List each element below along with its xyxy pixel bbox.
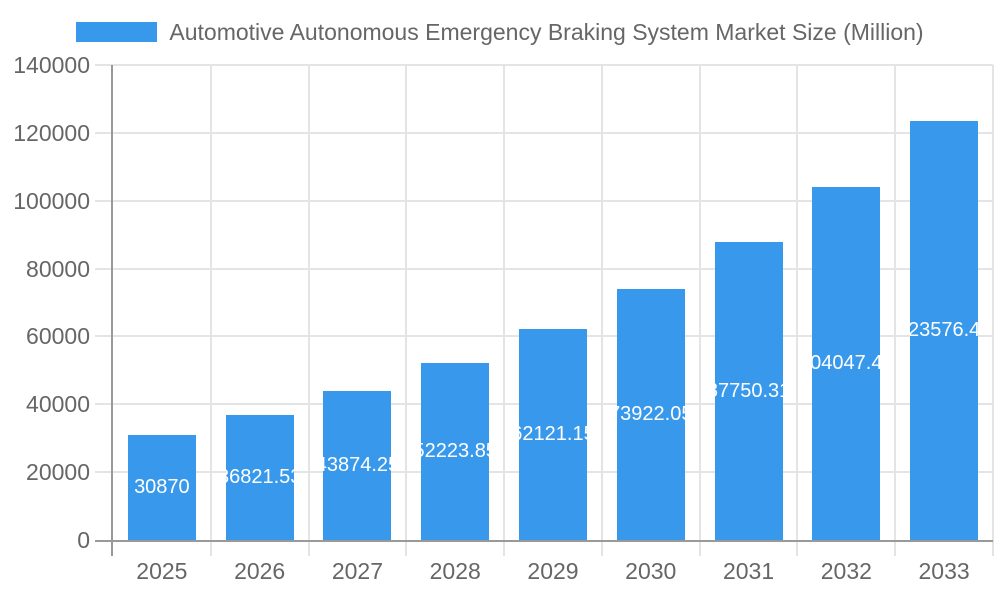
- bar-2030[interactable]: 73922.05: [616, 289, 685, 540]
- y-gridline: [95, 64, 993, 66]
- x-gridline: [503, 65, 506, 556]
- y-axis-tick-label: 140000: [13, 52, 90, 78]
- x-axis-tick-label: 2028: [429, 558, 481, 584]
- x-gridline: [894, 65, 897, 556]
- bar-2027[interactable]: 43874.25: [323, 391, 392, 540]
- bar-value-label: 62121.15: [519, 423, 587, 445]
- x-axis-tick-label: 2030: [625, 558, 677, 584]
- bar-value-label: 73922.05: [617, 403, 685, 425]
- x-axis-tick-label: 2027: [331, 558, 384, 584]
- bar-2029[interactable]: 62121.15: [519, 329, 587, 540]
- bar-value-label: 87750.31: [715, 379, 783, 402]
- bar-2031[interactable]: 87750.31: [714, 242, 783, 540]
- x-gridline: [209, 65, 212, 556]
- x-axis-tick-label: 2026: [234, 558, 286, 584]
- chart-legend: Automotive Autonomous Emergency Braking …: [0, 16, 1000, 48]
- y-axis-tick-label: 120000: [13, 119, 90, 146]
- bar-2026[interactable]: 36821.53: [225, 415, 294, 540]
- bar-value-label: 36821.53: [226, 466, 294, 488]
- bar-2028[interactable]: 52223.85: [421, 363, 490, 540]
- y-gridline: [95, 267, 993, 270]
- x-axis-tick-label: 2032: [820, 558, 872, 584]
- x-gridline: [600, 65, 603, 556]
- y-axis-tick-label: 80000: [26, 255, 90, 282]
- x-gridline: [698, 65, 701, 556]
- legend-item[interactable]: Automotive Autonomous Emergency Braking …: [76, 18, 924, 46]
- bar-value-label: 30870: [134, 476, 190, 498]
- y-axis-tick-label: 100000: [13, 187, 90, 214]
- bar-value-label: 123576.45: [910, 319, 979, 341]
- legend-label: Automotive Autonomous Emergency Braking …: [169, 18, 924, 45]
- y-axis-tick-label: 20000: [26, 459, 90, 486]
- y-axis-tick-label: 60000: [26, 323, 90, 350]
- bar-value-label: 43874.25: [323, 454, 391, 476]
- x-gridline: [992, 65, 994, 556]
- x-axis-tick-label: 2029: [527, 558, 579, 584]
- bar-2033[interactable]: 123576.45: [910, 121, 979, 540]
- x-axis-line: [95, 540, 993, 542]
- y-axis-line: [111, 65, 113, 556]
- x-axis-tick-label: 2033: [918, 558, 970, 584]
- x-gridline: [405, 65, 408, 556]
- legend-color-swatch: [76, 22, 158, 42]
- x-axis-tick-label: 2025: [136, 558, 188, 584]
- x-axis-tick-label: 2031: [722, 558, 775, 584]
- y-axis-tick-label: 40000: [26, 391, 90, 418]
- y-gridline: [95, 131, 993, 134]
- x-gridline: [307, 65, 310, 556]
- x-gridline: [796, 65, 799, 556]
- bar-value-label: 52223.85: [421, 440, 489, 462]
- y-axis-tick-label: 0: [77, 527, 90, 553]
- y-gridline: [95, 199, 993, 202]
- bar-2025[interactable]: 30870: [127, 435, 196, 540]
